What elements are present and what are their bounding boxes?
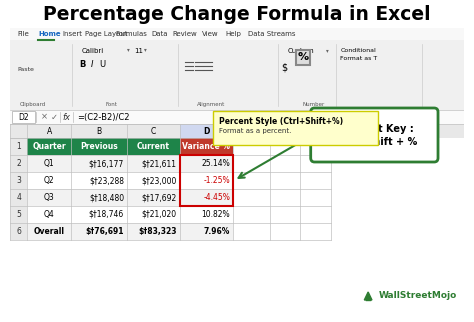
- Text: Paste: Paste: [18, 67, 35, 72]
- Text: B: B: [79, 60, 85, 69]
- Bar: [10, 124, 464, 322]
- Text: 10.82%: 10.82%: [201, 210, 230, 219]
- Text: Previous: Previous: [80, 142, 118, 151]
- Text: Q1: Q1: [44, 159, 55, 168]
- Text: Alignment: Alignment: [197, 102, 225, 107]
- Text: %: %: [298, 52, 309, 62]
- Bar: [27, 138, 72, 155]
- Text: 25.14%: 25.14%: [201, 159, 230, 168]
- Text: $†17,692: $†17,692: [141, 193, 177, 202]
- Bar: [27, 155, 233, 172]
- Text: Help: Help: [226, 31, 241, 37]
- Text: Conditional: Conditional: [340, 48, 376, 53]
- Text: fx: fx: [63, 112, 71, 121]
- Text: Format as T: Format as T: [340, 56, 378, 61]
- Bar: [27, 189, 233, 206]
- Bar: [10, 138, 27, 240]
- Text: A: A: [47, 127, 52, 136]
- Bar: [10, 0, 464, 28]
- Text: Number: Number: [302, 102, 324, 107]
- Text: F: F: [283, 127, 287, 136]
- Text: U: U: [99, 60, 105, 69]
- Text: -1.25%: -1.25%: [204, 176, 230, 185]
- Text: ▾: ▾: [144, 47, 147, 52]
- Text: Font: Font: [106, 102, 118, 107]
- Text: I: I: [91, 60, 93, 69]
- Text: C: C: [151, 127, 156, 136]
- Text: Q4: Q4: [44, 210, 55, 219]
- Text: D2: D2: [18, 112, 29, 121]
- Text: Percent Style (Ctrl+Shift+%): Percent Style (Ctrl+Shift+%): [219, 117, 343, 126]
- Text: Variance %: Variance %: [182, 142, 230, 151]
- Bar: [180, 155, 233, 206]
- Bar: [127, 138, 180, 155]
- Text: ▾: ▾: [127, 47, 130, 52]
- Text: Current: Current: [137, 142, 170, 151]
- Text: Ctrl + Shift + %: Ctrl + Shift + %: [331, 137, 418, 147]
- Text: Insert: Insert: [63, 31, 83, 37]
- Bar: [27, 223, 233, 240]
- Text: Q3: Q3: [44, 193, 55, 202]
- Text: $†16,177: $†16,177: [89, 159, 124, 168]
- Text: Home: Home: [39, 31, 62, 37]
- Text: D: D: [203, 127, 210, 136]
- Text: ▾: ▾: [326, 48, 329, 53]
- Text: ×: ×: [41, 112, 48, 121]
- Text: Calibri: Calibri: [82, 48, 104, 54]
- Text: $†18,746: $†18,746: [89, 210, 124, 219]
- Bar: [10, 124, 464, 138]
- Text: Data: Data: [152, 31, 168, 37]
- Text: 11: 11: [135, 48, 144, 54]
- Text: Shortcut Key :: Shortcut Key :: [335, 124, 414, 134]
- Bar: [72, 138, 127, 155]
- Text: -4.45%: -4.45%: [203, 193, 230, 202]
- Text: 3: 3: [16, 176, 21, 185]
- Text: $†23,000: $†23,000: [141, 176, 177, 185]
- Text: Overall: Overall: [34, 227, 65, 236]
- Text: Review: Review: [173, 31, 198, 37]
- Text: View: View: [201, 31, 218, 37]
- Text: $†76,691: $†76,691: [85, 227, 124, 236]
- Bar: [180, 138, 233, 155]
- Text: Percentage Change Formula in Excel: Percentage Change Formula in Excel: [43, 5, 431, 24]
- Text: WallStreetMojo: WallStreetMojo: [379, 291, 457, 300]
- Text: 6: 6: [16, 227, 21, 236]
- Text: 1: 1: [17, 142, 21, 151]
- Text: $†23,288: $†23,288: [89, 176, 124, 185]
- Bar: [10, 40, 464, 110]
- Text: $†18,480: $†18,480: [89, 193, 124, 202]
- Text: =(C2-B2)/C2: =(C2-B2)/C2: [77, 112, 130, 121]
- Text: 4: 4: [16, 193, 21, 202]
- Text: E: E: [249, 127, 254, 136]
- Text: $†21,611: $†21,611: [142, 159, 177, 168]
- Polygon shape: [365, 292, 372, 300]
- Text: $†83,323: $†83,323: [138, 227, 177, 236]
- Text: Data Streams: Data Streams: [247, 31, 295, 37]
- Text: Format as a percent.: Format as a percent.: [219, 128, 291, 134]
- Text: 7.96%: 7.96%: [204, 227, 230, 236]
- Text: Quarter: Quarter: [33, 142, 66, 151]
- Text: ✓: ✓: [50, 112, 57, 121]
- Text: $: $: [281, 62, 287, 72]
- Text: 5: 5: [16, 210, 21, 219]
- Text: B: B: [97, 127, 102, 136]
- Bar: [10, 110, 464, 124]
- Text: 2: 2: [17, 159, 21, 168]
- Text: $†21,020: $†21,020: [142, 210, 177, 219]
- Text: File: File: [18, 31, 29, 37]
- Bar: [10, 28, 464, 40]
- FancyBboxPatch shape: [296, 50, 310, 64]
- Text: Page Layout: Page Layout: [85, 31, 128, 37]
- Text: Formulas: Formulas: [116, 31, 147, 37]
- Text: Clipboard: Clipboard: [20, 102, 46, 107]
- Text: Custom: Custom: [288, 48, 314, 54]
- Bar: [180, 124, 233, 138]
- Text: G: G: [312, 127, 319, 136]
- FancyBboxPatch shape: [213, 111, 378, 145]
- Text: Q2: Q2: [44, 176, 55, 185]
- FancyBboxPatch shape: [310, 108, 438, 162]
- FancyBboxPatch shape: [12, 111, 35, 123]
